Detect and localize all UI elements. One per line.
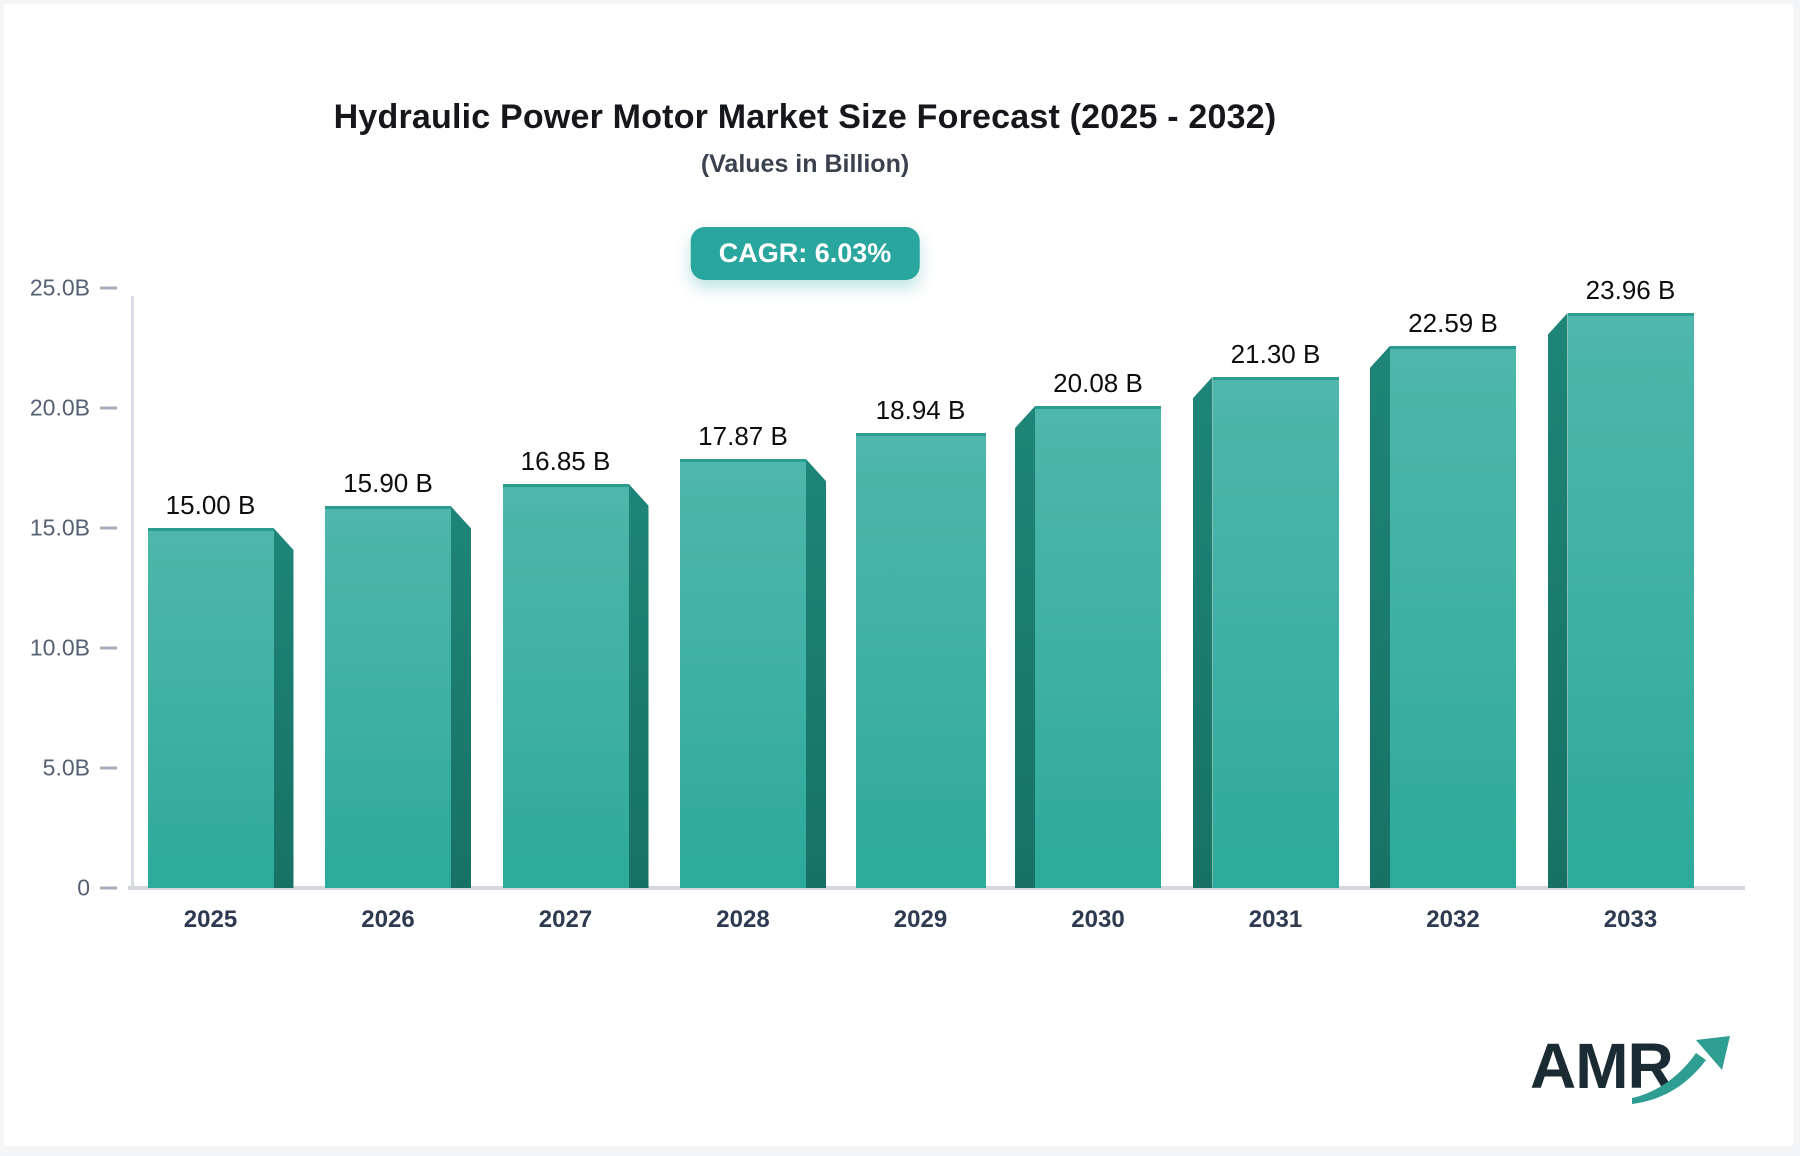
bar-value-label: 15.90 B [343, 468, 433, 499]
y-axis-tick-label: 25.0B [29, 274, 90, 301]
x-axis-line [128, 886, 1745, 890]
y-axis-tick-mark [100, 646, 117, 650]
x-axis-label: 2032 [1426, 905, 1480, 933]
y-axis-tick-label: 15.0B [29, 514, 90, 541]
x-axis-label: 2029 [893, 905, 948, 933]
bar-value-label: 15.00 B [165, 490, 256, 520]
bar-top-rim [1390, 345, 1516, 349]
page-subtitle: (Values in Billion) [700, 150, 910, 178]
bar-side-3d [451, 506, 471, 888]
bar-side-3d [628, 483, 649, 888]
y-axis-tick-label: 10.0B [29, 634, 90, 661]
y-axis-tick-label: 5.0B [42, 754, 90, 781]
bar-value-label: 22.59 B [1408, 307, 1498, 338]
bar-2025: 15.00 B 2025 [147, 490, 294, 933]
x-axis-label: 2033 [1603, 905, 1658, 933]
bar-2028: 17.87 B 2028 [680, 421, 826, 933]
bar-value-label: 23.96 B [1585, 274, 1676, 305]
bar-face [325, 506, 451, 888]
bar-face [680, 459, 806, 888]
x-axis-label: 2025 [183, 906, 238, 933]
y-axis-tick-label: 0 [77, 874, 90, 901]
y-axis-tick-label: 20.0B [29, 394, 90, 421]
bar-2026: 15.90 B 2026 [325, 468, 471, 933]
bar-top-rim [1035, 406, 1161, 410]
amr-logo: AMR [1530, 1030, 1730, 1112]
bar-side-3d [806, 459, 826, 888]
y-axis-line [131, 296, 134, 888]
bar-2030: 20.08 B 2030 [1015, 368, 1161, 933]
x-axis-label: 2030 [1071, 905, 1125, 933]
y-axis-tick-mark [100, 406, 117, 410]
page-title: Hydraulic Power Motor Market Size Foreca… [333, 98, 1277, 136]
x-axis-label: 2031 [1248, 905, 1303, 933]
bar-value-label: 18.94 B [875, 395, 966, 426]
bar-side-3d [1192, 376, 1213, 888]
y-axis-tick-mark [100, 766, 117, 770]
bar-side-3d [273, 528, 294, 888]
bar-face [502, 483, 629, 888]
bar-value-label: 20.08 B [1053, 368, 1143, 399]
growth-arrow-icon [1632, 1036, 1730, 1104]
bar-top-rim [1212, 376, 1339, 380]
bar-face [1390, 345, 1516, 888]
bar-side-3d [1547, 312, 1568, 888]
x-axis-label: 2026 [361, 905, 415, 933]
y-axis-tick-mark [100, 526, 117, 530]
bar-2029: 18.94 B 2029 [855, 395, 986, 933]
x-axis-label: 2027 [538, 905, 593, 933]
bar-face [1035, 406, 1161, 888]
y-axis-tick-mark [100, 886, 117, 890]
bar-top-rim [1567, 312, 1694, 316]
x-axis-label: 2028 [716, 905, 770, 933]
bar-top-rim [325, 506, 451, 510]
bar-2031: 21.30 B 2031 [1192, 339, 1339, 933]
bar-face [1212, 376, 1339, 888]
bar-face [1567, 312, 1694, 888]
bar-value-label: 21.30 B [1230, 338, 1321, 369]
bar-value-label: 17.87 B [698, 421, 788, 452]
bar-top-rim [680, 459, 806, 463]
bar-side-3d [1370, 345, 1390, 888]
bar-2033: 23.96 B 2033 [1547, 275, 1694, 933]
amr-logo-text: AMR [1530, 1030, 1674, 1102]
bar-top-rim [147, 528, 274, 531]
cagr-badge: CAGR: 6.03% [690, 227, 920, 280]
y-axis-tick-mark [100, 286, 117, 290]
bar-value-label: 16.85 B [520, 445, 611, 476]
bar-face [855, 433, 986, 888]
bar-face [147, 528, 274, 888]
bar-2032: 22.59 B 2032 [1370, 308, 1516, 933]
bar-top-rim [502, 483, 629, 487]
bar-2027: 16.85 B 2027 [502, 446, 649, 933]
bar-top-rim [855, 433, 986, 437]
bar-side-3d [1015, 406, 1035, 888]
